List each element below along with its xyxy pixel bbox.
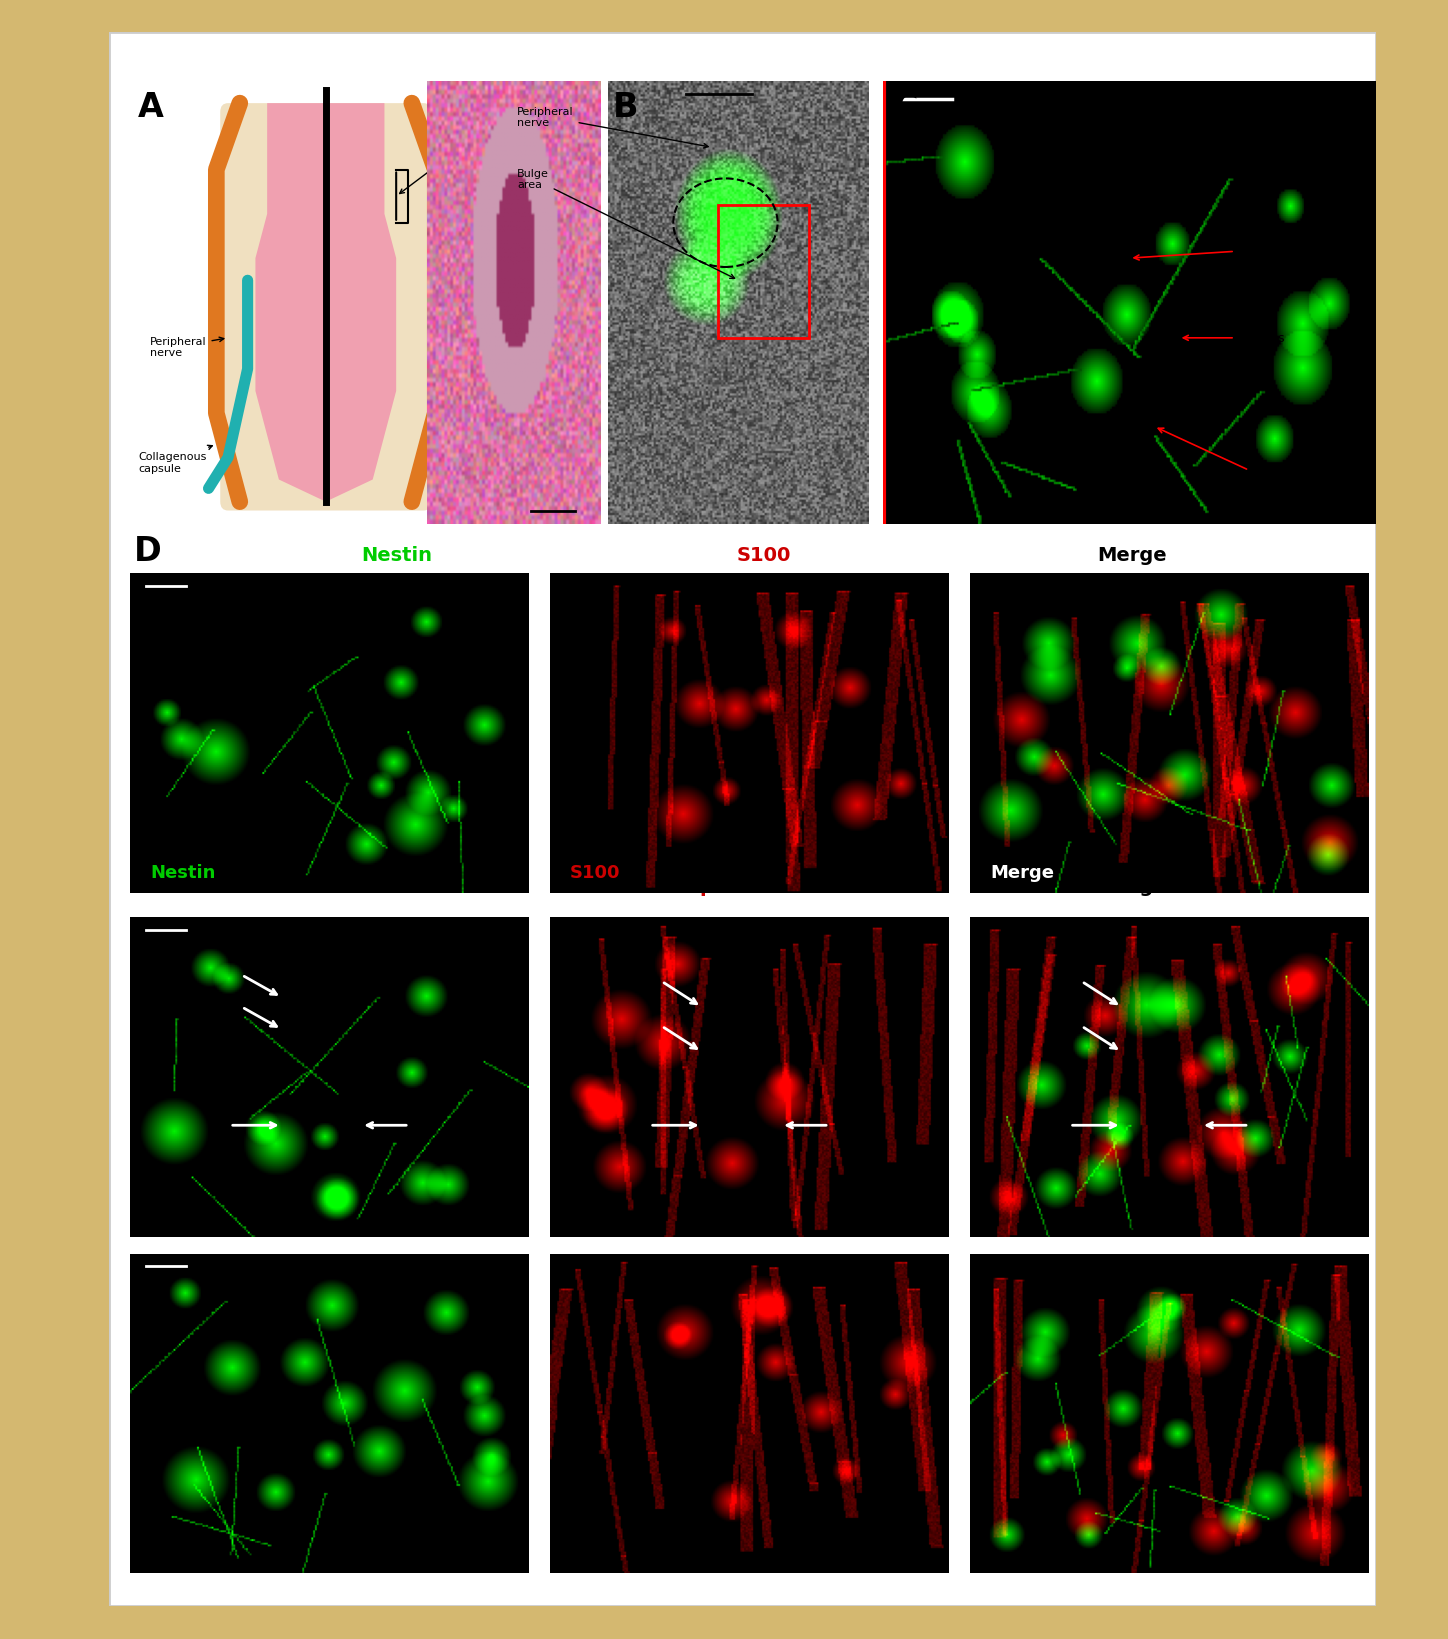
Text: Merge: Merge — [1098, 875, 1167, 895]
Text: Merge: Merge — [1098, 1198, 1167, 1218]
Text: B: B — [614, 90, 639, 125]
Bar — [718, 207, 809, 339]
Text: Merge: Merge — [1098, 546, 1167, 564]
Text: Club body: Club body — [1158, 429, 1300, 487]
Text: Bulge
area: Bulge area — [400, 125, 495, 195]
Text: Cell body: Cell body — [1134, 244, 1296, 261]
Text: E: E — [133, 865, 156, 898]
Text: Nestin: Nestin — [362, 875, 433, 895]
Text: Nestin: Nestin — [362, 1198, 433, 1218]
Polygon shape — [255, 103, 397, 502]
Text: β-III tubulin: β-III tubulin — [701, 875, 828, 895]
Text: C: C — [893, 90, 918, 125]
Text: Peripheral
nerve: Peripheral nerve — [517, 107, 708, 149]
Text: S100: S100 — [737, 546, 792, 564]
Text: A: A — [138, 90, 164, 125]
Text: F: F — [133, 1188, 156, 1221]
Text: Bulge
area: Bulge area — [517, 169, 734, 279]
Text: Nestin: Nestin — [362, 546, 433, 564]
Text: NTR: NTR — [789, 1192, 815, 1201]
Text: S100: S100 — [571, 864, 621, 882]
Text: Merge: Merge — [990, 864, 1054, 882]
Text: D: D — [133, 534, 162, 567]
Text: Peripheral
nerve: Peripheral nerve — [151, 336, 224, 359]
FancyBboxPatch shape — [220, 103, 432, 511]
Text: p75: p75 — [718, 1198, 759, 1218]
Text: Process: Process — [1183, 333, 1286, 346]
Text: Collagenous
capsule: Collagenous capsule — [138, 446, 213, 474]
Text: Nestin: Nestin — [151, 864, 216, 882]
